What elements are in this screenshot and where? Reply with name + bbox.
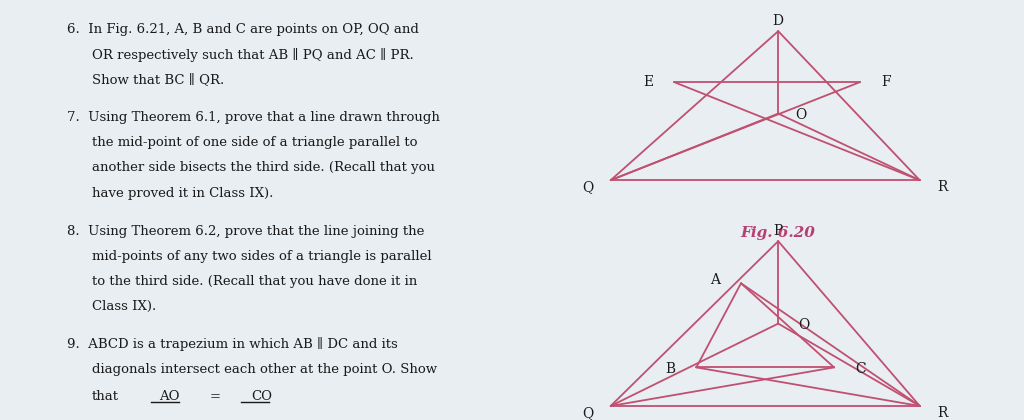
Text: 8.  Using Theorem 6.2, prove that the line joining the: 8. Using Theorem 6.2, prove that the lin… [67, 225, 424, 237]
Text: AO: AO [159, 391, 179, 403]
Text: Q: Q [583, 406, 594, 420]
Text: A: A [710, 273, 720, 287]
Text: O: O [799, 318, 810, 332]
Text: 7.  Using Theorem 6.1, prove that a line drawn through: 7. Using Theorem 6.1, prove that a line … [67, 111, 439, 124]
Text: Class IX).: Class IX). [92, 300, 157, 313]
Text: the mid-point of one side of a triangle parallel to: the mid-point of one side of a triangle … [92, 136, 418, 149]
Text: OR respectively such that AB ∥ PQ and AC ∥ PR.: OR respectively such that AB ∥ PQ and AC… [92, 47, 414, 62]
Text: Show that BC ∥ QR.: Show that BC ∥ QR. [92, 74, 224, 86]
Text: have proved it in Class IX).: have proved it in Class IX). [92, 187, 273, 200]
Text: another side bisects the third side. (Recall that you: another side bisects the third side. (Re… [92, 162, 435, 174]
Text: mid-points of any two sides of a triangle is parallel: mid-points of any two sides of a triangl… [92, 250, 432, 262]
Text: 6.  In Fig. 6.21, A, B and C are points on OP, OQ and: 6. In Fig. 6.21, A, B and C are points o… [67, 23, 419, 36]
Text: R: R [937, 406, 947, 420]
Text: CO: CO [251, 391, 272, 403]
Text: C: C [855, 362, 865, 376]
Text: E: E [643, 75, 653, 89]
Text: P: P [773, 224, 783, 238]
Text: that: that [92, 391, 119, 403]
Text: 9.  ABCD is a trapezium in which AB ∥ DC and its: 9. ABCD is a trapezium in which AB ∥ DC … [67, 337, 397, 352]
Text: B: B [666, 362, 675, 376]
Text: F: F [882, 75, 891, 89]
Text: R: R [937, 180, 947, 194]
Text: Fig. 6.20: Fig. 6.20 [740, 226, 816, 240]
Text: O: O [795, 108, 806, 122]
Text: diagonals intersect each other at the point O. Show: diagonals intersect each other at the po… [92, 363, 437, 376]
Text: to the third side. (Recall that you have done it in: to the third side. (Recall that you have… [92, 275, 418, 288]
Text: Q: Q [583, 180, 594, 194]
Text: =: = [210, 391, 221, 403]
Text: D: D [773, 14, 783, 28]
